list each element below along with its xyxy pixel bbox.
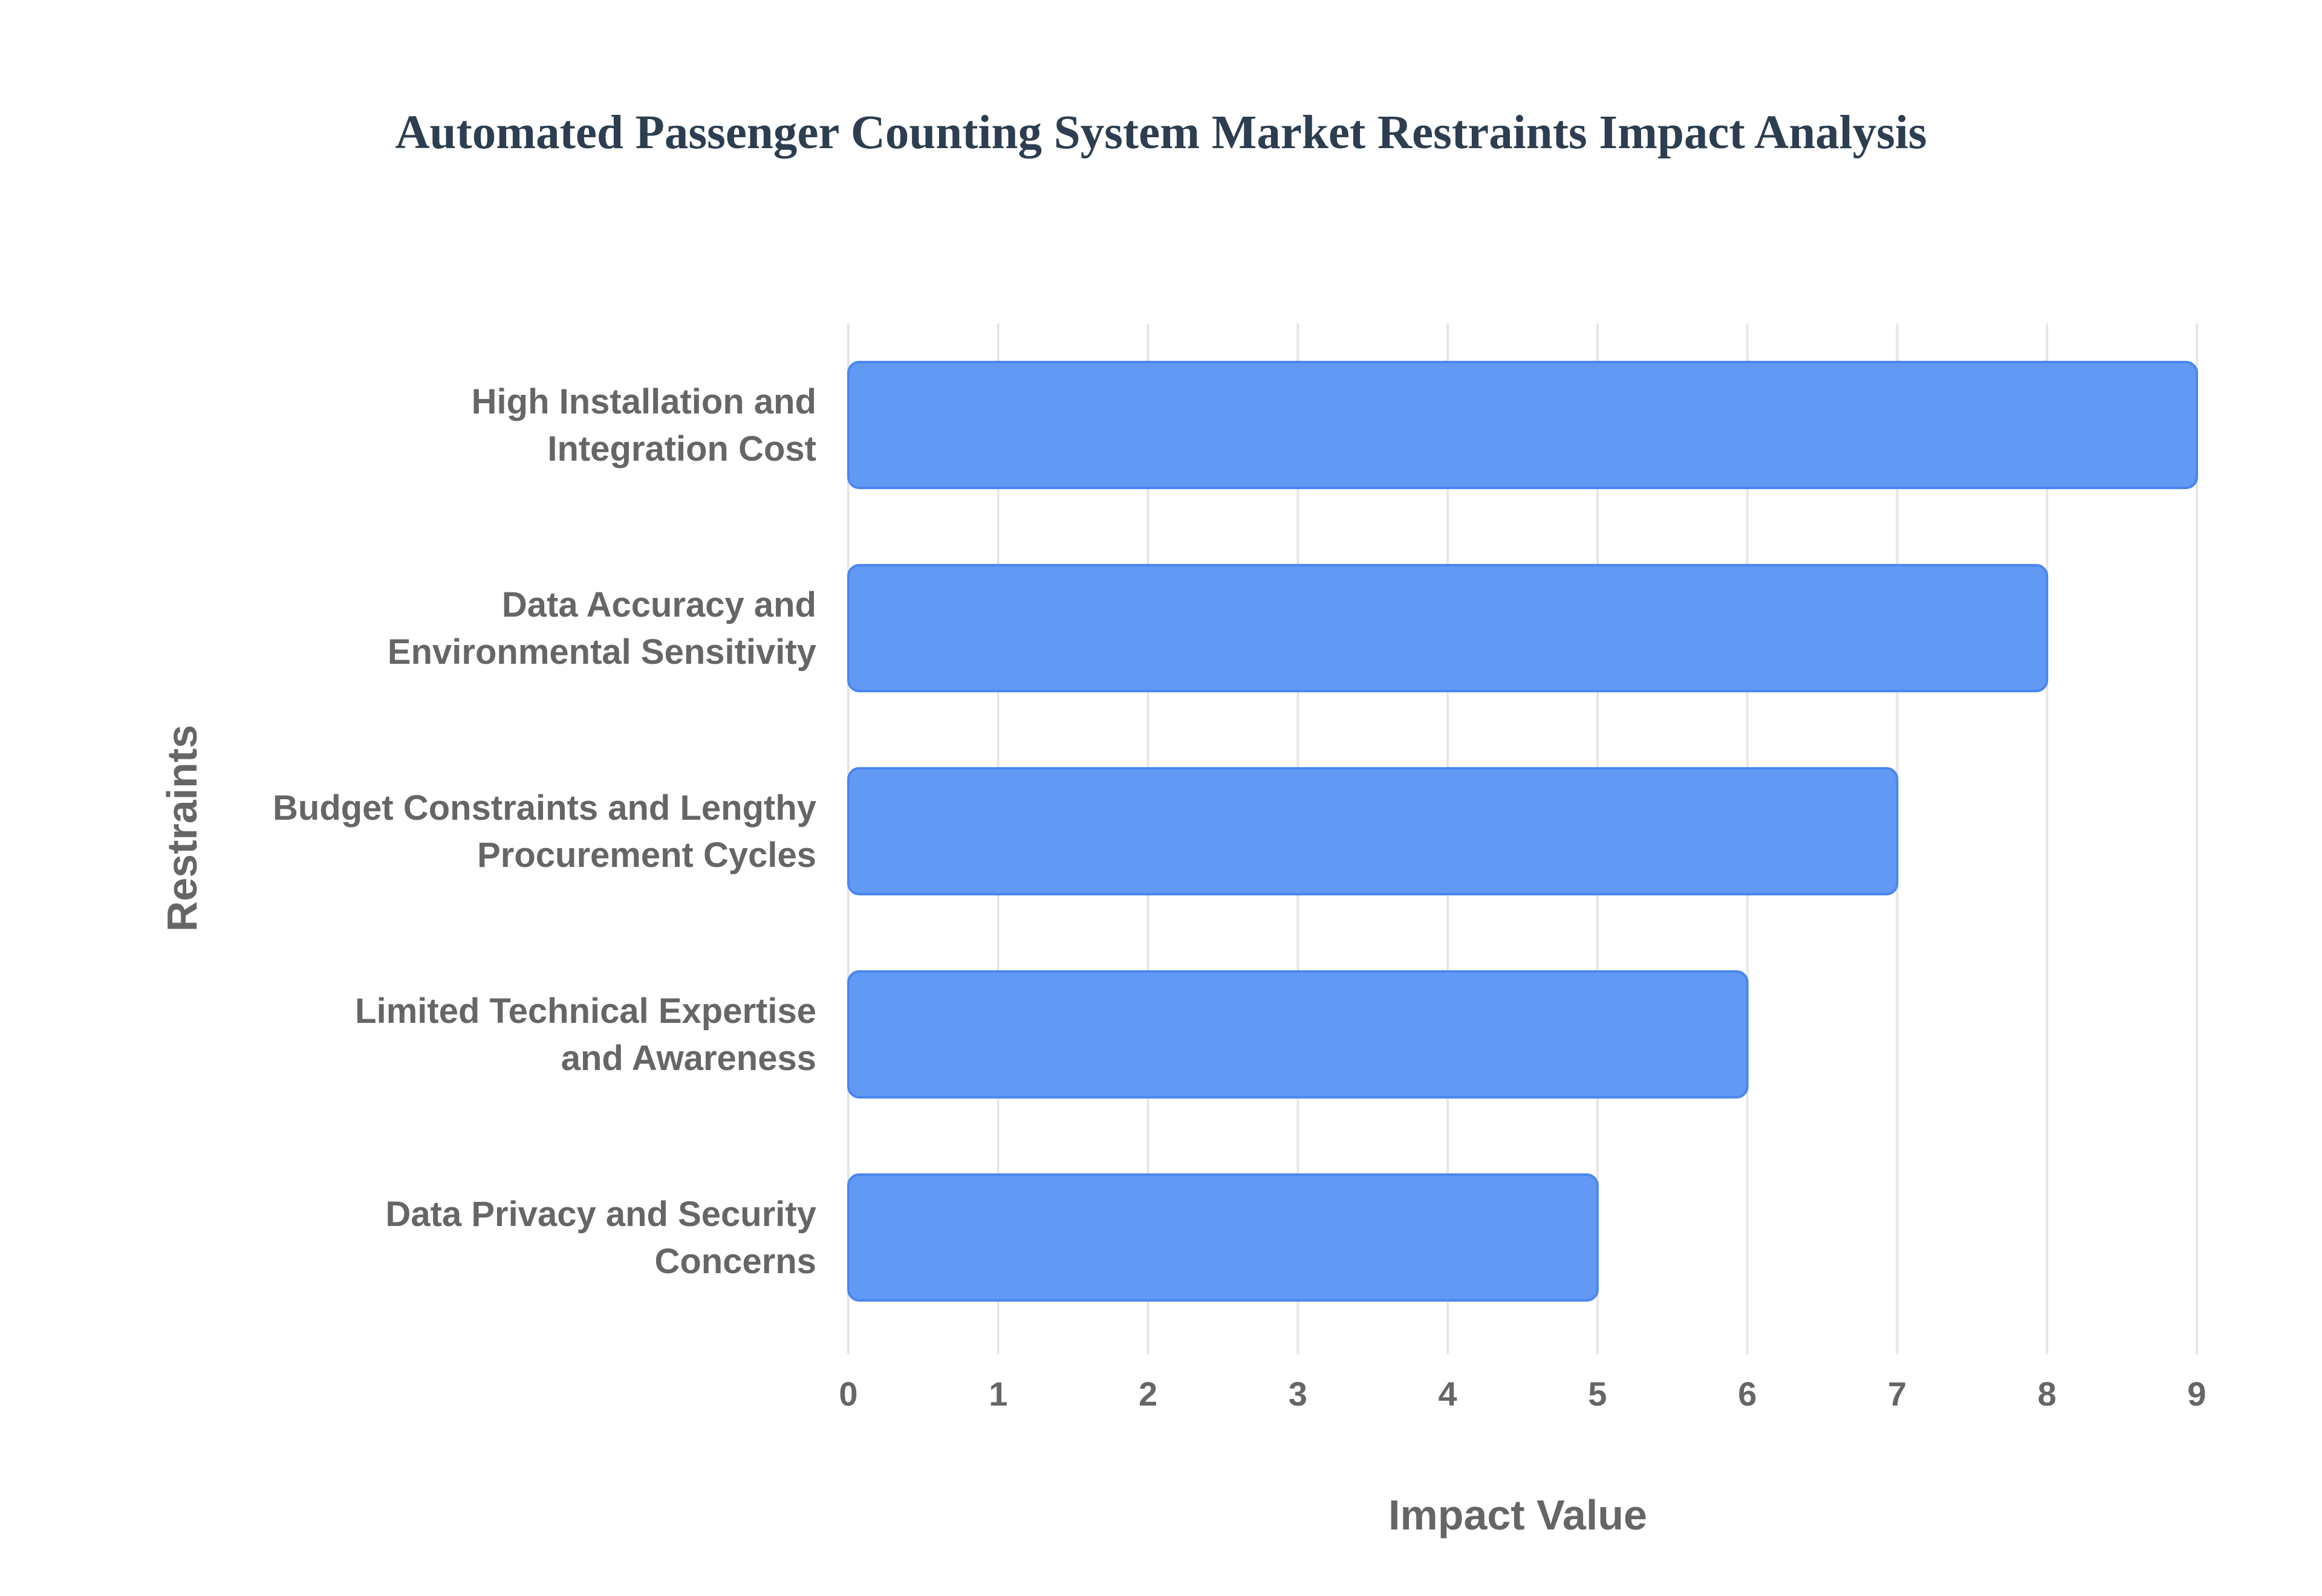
x-tick-label: 6 [1738,1375,1757,1413]
bar[interactable] [847,767,1899,896]
category-labels: High Installation and Integration Cost Dat… [273,382,816,1281]
x-tick-label: 1 [989,1375,1007,1413]
category-label: Data Privacy and Security Concerns [386,1195,816,1281]
y-axis-title: Restraints [158,725,206,932]
x-tick-label: 7 [1888,1375,1907,1413]
bars [847,360,2198,1302]
category-label: Data Accuracy and Environmental Sensitivi… [388,585,816,672]
x-axis-title: Impact Value [1388,1491,1647,1539]
x-tick-label: 9 [2187,1375,2206,1413]
category-label: Limited Technical Expertise and Awareness [355,991,816,1078]
x-tick-labels: 0 1 2 3 4 5 6 7 8 9 [839,1375,2206,1413]
category-label: Budget Constraints and Lengthy Procuremen… [273,788,816,875]
bar[interactable] [847,1173,1599,1302]
category-label: High Installation and Integration Cost [472,382,816,469]
bar[interactable] [847,970,1749,1099]
x-tick-label: 0 [839,1375,857,1413]
bar[interactable] [847,360,2198,490]
x-tick-label: 3 [1289,1375,1307,1413]
x-tick-label: 5 [1588,1375,1607,1413]
bar[interactable] [847,563,2049,693]
x-tick-label: 2 [1139,1375,1157,1413]
chart-title: Automated Passenger Counting System Mark… [395,106,1927,159]
x-tick-label: 4 [1439,1375,1457,1413]
x-tick-label: 8 [2038,1375,2057,1413]
